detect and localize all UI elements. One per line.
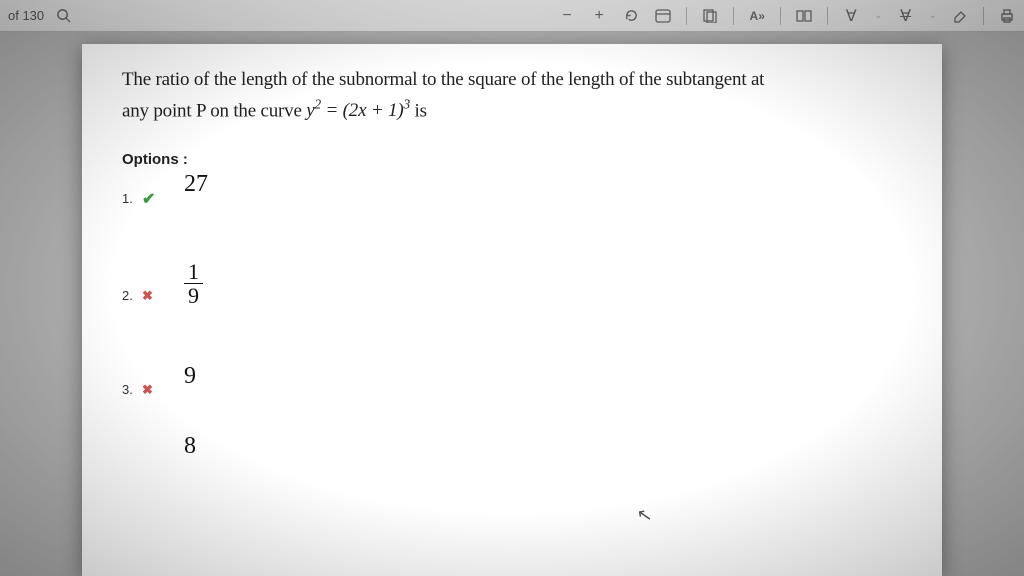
pdf-toolbar: of 130 − + A» ∀ ⌄ ∀ ⌄ [0,0,1024,32]
toolbar-right: − + A» ∀ ⌄ ∀ ⌄ [558,7,1016,25]
fit-page-icon[interactable] [701,7,719,25]
question-line1: The ratio of the length of the subnormal… [122,69,764,90]
options-label: Options : [122,151,902,168]
option-row: 1. 27 [122,186,902,210]
chevron-down-icon[interactable]: ⌄ [874,10,882,21]
zoom-out-icon[interactable]: − [558,7,576,25]
print-icon[interactable] [998,7,1016,25]
option-row: 8 [122,440,902,464]
fraction: 1 9 [184,260,203,307]
draw-icon[interactable]: ∀ [897,7,915,25]
book-view-icon[interactable] [795,7,813,25]
empty-mark [142,443,160,461]
correct-mark-icon [142,189,160,207]
zoom-in-icon[interactable]: + [590,7,608,25]
chevron-down-icon[interactable]: ⌄ [929,10,937,21]
wrong-mark-icon [142,381,160,399]
option-value: 27 [184,172,208,196]
option-row: 2. 1 9 [122,272,902,319]
highlight-icon[interactable]: ∀ [842,7,860,25]
question-line2-suffix: is [410,100,427,121]
option-value: 9 [184,364,196,388]
option-number: 3. [122,382,142,397]
question-equation: y2 = (2x + 1)3 [306,100,410,121]
option-row: 3. 9 [122,378,902,402]
toolbar-left: of 130 [8,7,72,25]
fit-width-icon[interactable] [654,7,672,25]
document-viewport: The ratio of the length of the subnormal… [0,32,1024,576]
fraction-denominator: 9 [184,284,203,307]
option-value: 8 [184,434,196,458]
document-page: The ratio of the length of the subnormal… [82,44,942,576]
option-value: 1 9 [184,260,203,307]
toolbar-divider [983,7,984,25]
question-line2-prefix: any point P on the curve [122,100,306,121]
erase-icon[interactable] [951,7,969,25]
rotate-icon[interactable] [622,7,640,25]
toolbar-divider [780,7,781,25]
question-text: The ratio of the length of the subnormal… [122,66,902,125]
toolbar-divider [733,7,734,25]
wrong-mark-icon [142,287,160,305]
toolbar-divider [686,7,687,25]
search-icon[interactable] [54,7,72,25]
read-aloud-icon[interactable]: A» [748,7,766,25]
cursor-icon: ↖ [635,504,654,527]
option-number: 1. [122,191,142,206]
page-count-label: of 130 [8,8,44,23]
fraction-numerator: 1 [184,260,203,284]
option-number: 2. [122,288,142,303]
toolbar-divider [827,7,828,25]
